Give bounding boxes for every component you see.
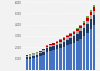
Bar — [73, 32, 75, 34]
Bar — [46, 45, 48, 46]
Bar — [86, 16, 89, 18]
Bar — [80, 25, 82, 26]
Bar — [69, 33, 72, 34]
Bar — [63, 37, 65, 38]
Bar — [63, 42, 65, 47]
Bar — [29, 59, 31, 70]
Bar — [63, 38, 65, 40]
Bar — [39, 56, 42, 70]
Bar — [29, 57, 31, 59]
Bar — [59, 40, 62, 42]
Bar — [66, 35, 68, 36]
Bar — [42, 52, 45, 55]
Bar — [93, 11, 95, 15]
Bar — [86, 24, 89, 33]
Bar — [26, 56, 28, 57]
Bar — [76, 28, 79, 29]
Bar — [29, 54, 31, 55]
Bar — [90, 12, 92, 15]
Bar — [59, 42, 62, 44]
Bar — [63, 47, 65, 70]
Bar — [83, 23, 85, 25]
Bar — [49, 44, 52, 45]
Bar — [93, 15, 95, 25]
Bar — [73, 31, 75, 32]
Bar — [56, 42, 58, 43]
Bar — [32, 53, 35, 54]
Bar — [66, 40, 68, 45]
Bar — [93, 5, 95, 7]
Bar — [83, 21, 85, 23]
Bar — [26, 55, 28, 56]
Bar — [69, 38, 72, 44]
Bar — [56, 49, 58, 70]
Bar — [73, 36, 75, 43]
Bar — [83, 28, 85, 36]
Bar — [39, 51, 42, 52]
Bar — [93, 7, 95, 11]
Bar — [46, 46, 48, 47]
Bar — [42, 49, 45, 50]
Bar — [93, 25, 95, 70]
Bar — [86, 33, 89, 70]
Bar — [59, 44, 62, 48]
Bar — [86, 18, 89, 21]
Bar — [66, 36, 68, 37]
Bar — [36, 57, 38, 70]
Bar — [90, 19, 92, 29]
Bar — [73, 43, 75, 70]
Bar — [90, 10, 92, 12]
Bar — [76, 34, 79, 41]
Bar — [76, 31, 79, 34]
Bar — [49, 51, 52, 70]
Bar — [36, 53, 38, 55]
Bar — [80, 28, 82, 31]
Bar — [39, 53, 42, 56]
Bar — [29, 55, 31, 57]
Bar — [59, 48, 62, 70]
Bar — [59, 39, 62, 40]
Bar — [80, 31, 82, 39]
Bar — [52, 50, 55, 70]
Bar — [90, 29, 92, 70]
Bar — [39, 52, 42, 53]
Bar — [42, 50, 45, 52]
Bar — [52, 46, 55, 50]
Bar — [49, 45, 52, 47]
Bar — [36, 52, 38, 53]
Bar — [66, 37, 68, 40]
Bar — [42, 55, 45, 70]
Bar — [80, 26, 82, 28]
Bar — [69, 34, 72, 36]
Bar — [36, 55, 38, 57]
Bar — [66, 45, 68, 70]
Bar — [56, 43, 58, 45]
Bar — [56, 41, 58, 42]
Bar — [80, 39, 82, 70]
Bar — [52, 45, 55, 46]
Bar — [90, 15, 92, 19]
Bar — [56, 45, 58, 49]
Bar — [76, 41, 79, 70]
Bar — [86, 21, 89, 24]
Bar — [76, 29, 79, 31]
Bar — [83, 36, 85, 70]
Bar — [46, 47, 48, 48]
Bar — [26, 57, 28, 59]
Bar — [46, 48, 48, 52]
Bar — [83, 25, 85, 28]
Bar — [32, 58, 35, 70]
Bar — [26, 59, 28, 70]
Bar — [32, 56, 35, 58]
Bar — [49, 47, 52, 51]
Bar — [69, 36, 72, 38]
Bar — [73, 34, 75, 36]
Bar — [46, 52, 48, 70]
Bar — [69, 44, 72, 70]
Bar — [63, 40, 65, 42]
Bar — [32, 54, 35, 56]
Bar — [52, 43, 55, 45]
